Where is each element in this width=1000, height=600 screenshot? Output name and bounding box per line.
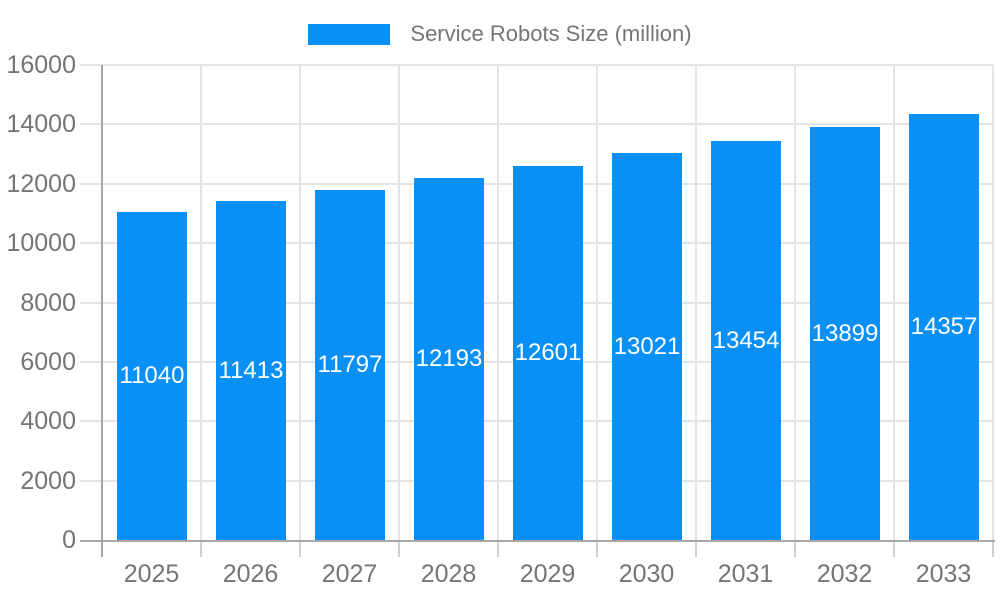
band-gridline — [596, 65, 598, 541]
band-gridline — [299, 65, 301, 541]
x-axis-tick-label: 2028 — [420, 560, 477, 588]
x-axis-tick — [596, 541, 598, 557]
y-axis-tick-label: 10000 — [6, 229, 76, 257]
band-gridline — [497, 65, 499, 541]
x-axis-line — [80, 540, 995, 542]
bar-value-label: 13454 — [712, 326, 780, 354]
bar-2026[interactable]: 11413 — [216, 201, 286, 540]
band-gridline — [893, 65, 895, 541]
y-axis-tick-label: 4000 — [20, 407, 76, 435]
y-axis-tick-label: 0 — [62, 526, 76, 554]
x-axis-tick-label: 2031 — [717, 560, 774, 588]
y-axis-tick-label: 16000 — [6, 51, 76, 79]
bar-2031[interactable]: 13454 — [711, 141, 781, 540]
legend-swatch — [308, 23, 391, 45]
x-axis-tick-label: 2029 — [519, 560, 576, 588]
bar-value-label: 11040 — [119, 362, 185, 389]
band-gridline — [992, 65, 994, 541]
bar-value-label: 12601 — [514, 339, 582, 366]
bar-value-label: 14357 — [910, 313, 978, 340]
y-gridline — [80, 123, 993, 125]
bar-2032[interactable]: 13899 — [810, 127, 880, 540]
x-axis-tick — [695, 541, 697, 557]
x-axis-tick — [992, 541, 994, 557]
x-axis-tick-label: 2030 — [618, 560, 675, 588]
band-gridline — [794, 65, 796, 541]
x-axis-tick-label: 2033 — [915, 560, 972, 588]
x-axis-tick — [893, 541, 895, 557]
x-axis-tick — [794, 541, 796, 557]
y-axis-tick-label: 12000 — [6, 170, 76, 198]
y-gridline — [80, 64, 993, 66]
band-gridline — [200, 65, 202, 541]
band-gridline — [695, 65, 697, 541]
bar-value-label: 11413 — [218, 356, 284, 384]
bar-2028[interactable]: 12193 — [414, 178, 484, 540]
bar-value-label: 11797 — [317, 351, 383, 378]
bar-value-label: 12193 — [415, 345, 483, 372]
band-gridline — [398, 65, 400, 541]
x-axis-tick — [200, 541, 202, 557]
bar-value-label: 13899 — [811, 319, 879, 347]
bar-value-label: 13021 — [613, 332, 681, 360]
y-axis-tick-label: 8000 — [20, 289, 76, 317]
y-axis-tick-label: 2000 — [20, 467, 76, 495]
x-axis-tick-label: 2027 — [321, 560, 378, 588]
x-axis-tick-label: 2025 — [123, 560, 180, 588]
y-axis-tick-label: 14000 — [6, 110, 76, 138]
bar-2027[interactable]: 11797 — [315, 190, 385, 540]
bar-2025[interactable]: 11040 — [117, 212, 187, 540]
y-axis-tick-label: 6000 — [20, 348, 76, 376]
x-axis-tick — [299, 541, 301, 557]
bar-2033[interactable]: 14357 — [909, 114, 979, 540]
bar-2029[interactable]: 12601 — [513, 166, 583, 540]
x-axis-tick — [497, 541, 499, 557]
legend: Service Robots Size (million) — [0, 18, 1000, 50]
x-axis-tick — [398, 541, 400, 557]
y-axis-line — [101, 65, 103, 557]
x-axis-tick-label: 2026 — [222, 560, 279, 588]
x-axis-tick-label: 2032 — [816, 560, 873, 588]
legend-label: Service Robots Size (million) — [410, 21, 692, 46]
bar-2030[interactable]: 13021 — [612, 153, 682, 540]
